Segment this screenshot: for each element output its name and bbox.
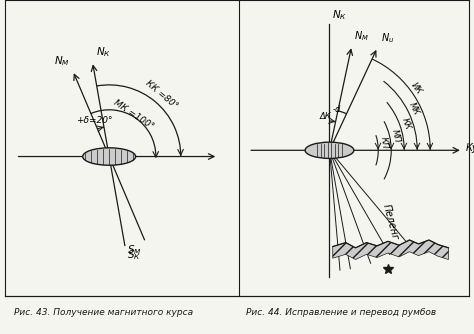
Text: КК: КК [400, 117, 412, 131]
Ellipse shape [82, 148, 136, 165]
Text: $S_К$: $S_К$ [128, 248, 141, 263]
Text: Рис. 43. Получение магнитного курса: Рис. 43. Получение магнитного курса [14, 308, 193, 317]
Text: $N_К$: $N_К$ [332, 8, 347, 22]
Ellipse shape [305, 142, 354, 158]
Text: $N_М$: $N_М$ [54, 54, 70, 68]
Text: ИК: ИК [409, 80, 423, 96]
Text: $N_u$: $N_u$ [381, 31, 394, 45]
Text: Курс: Курс [466, 143, 474, 153]
Text: МК =100°: МК =100° [112, 99, 155, 132]
Text: КП: КП [378, 137, 389, 150]
Text: ΔК: ΔК [319, 112, 331, 121]
Text: КК =80°: КК =80° [143, 78, 179, 111]
Text: Пеленг: Пеленг [380, 203, 400, 241]
Text: МП: МП [390, 128, 401, 143]
Text: $S_М$: $S_М$ [128, 243, 142, 257]
Text: $N_М$: $N_М$ [355, 30, 369, 43]
Text: -d: -d [332, 105, 341, 114]
Text: Рис. 44. Исправление и перевод румбов: Рис. 44. Исправление и перевод румбов [246, 308, 437, 317]
Text: МК: МК [407, 101, 420, 117]
Text: +δ=20°: +δ=20° [76, 116, 112, 125]
Text: $N_К$: $N_К$ [95, 45, 110, 59]
